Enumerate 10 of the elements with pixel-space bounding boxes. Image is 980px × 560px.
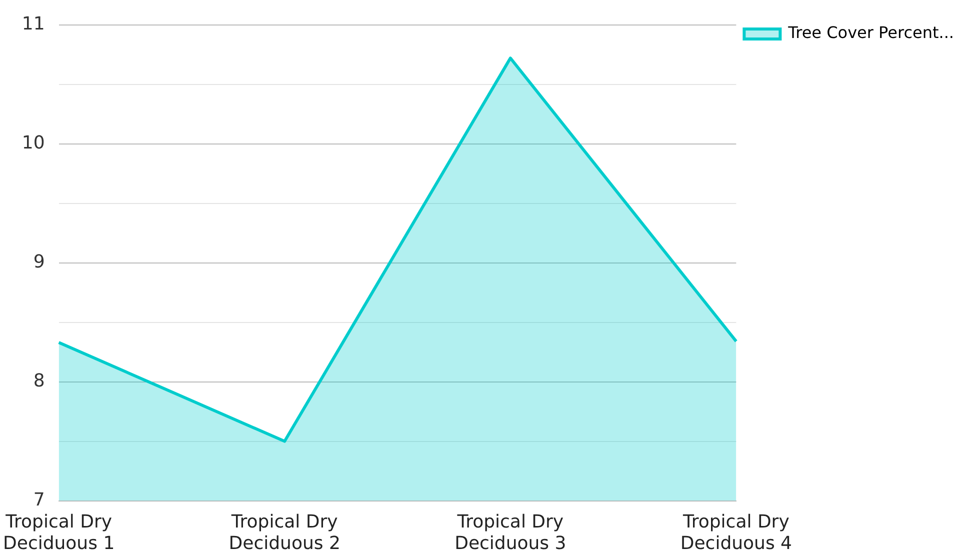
legend-label: Tree Cover Percent... — [787, 23, 954, 42]
y-tick-label: 10 — [22, 132, 45, 154]
x-tick-label: Tropical Dry Deciduous 1 — [3, 511, 115, 554]
x-tick-label: Tropical Dry Deciduous 4 — [680, 511, 792, 554]
y-tick-label: 11 — [22, 13, 45, 34]
x-tick-label: Tropical Dry Deciduous 3 — [454, 511, 566, 554]
y-tick-label: 8 — [33, 370, 45, 392]
y-tick-label: 9 — [33, 251, 45, 272]
x-tick-label: Tropical Dry Deciduous 2 — [228, 511, 340, 554]
y-tick-label: 7 — [33, 489, 45, 510]
